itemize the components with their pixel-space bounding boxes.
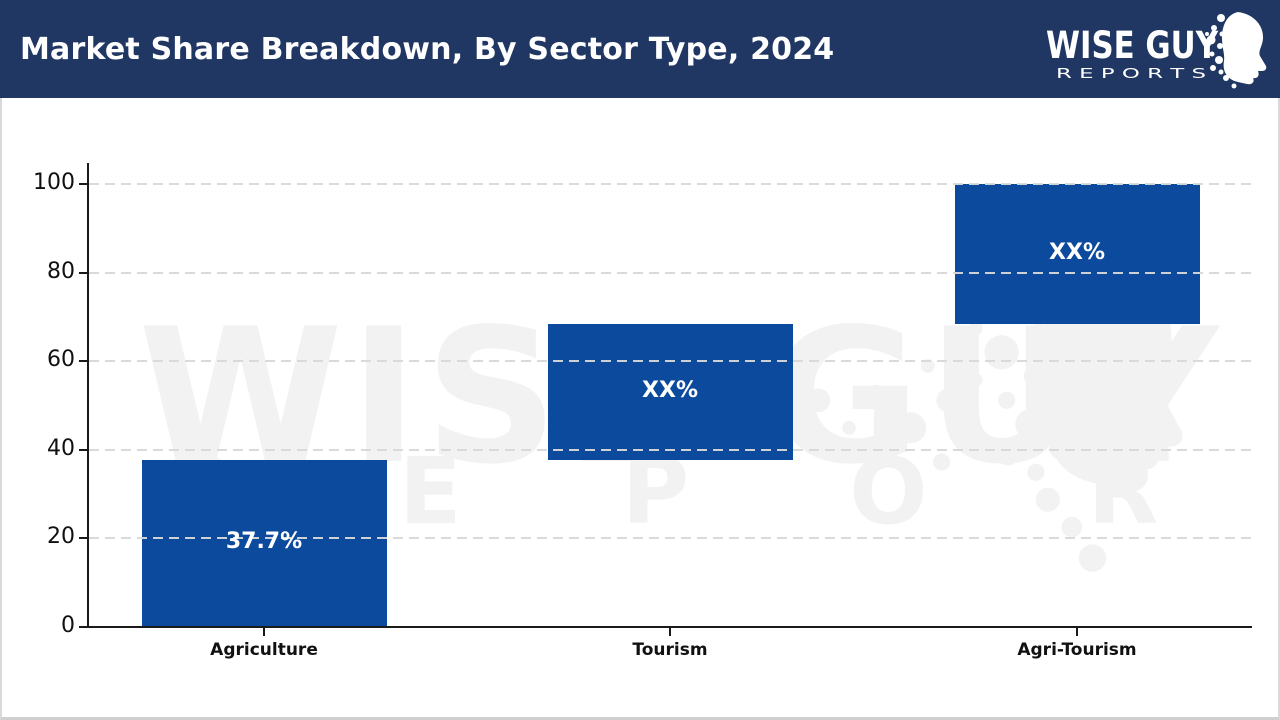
bar-value-label-agri-tourism: XX% [1049, 239, 1105, 265]
header-bar: Market Share Breakdown, By Sector Type, … [0, 0, 1280, 98]
bar-tourism [547, 323, 793, 460]
bar-value-label-agriculture: 37.7% [225, 529, 303, 555]
bar-agri-tourism [954, 184, 1200, 324]
gridline-80 [89, 271, 1252, 274]
x-tick-agriculture [263, 628, 265, 636]
y-tick-label-0: 0 [61, 613, 75, 638]
y-tick-label-80: 80 [47, 258, 75, 284]
page-title: Market Share Breakdown, By Sector Type, … [20, 31, 835, 67]
x-tick-label-agri-tourism: Agri-Tourism [1017, 640, 1137, 660]
y-tick-100 [79, 183, 87, 185]
y-tick-label-60: 60 [47, 347, 75, 373]
y-tick-20 [79, 537, 87, 540]
gridline-60 [89, 360, 1252, 363]
bar-agriculture [141, 459, 387, 627]
gridline-100 [89, 183, 1252, 185]
y-tick-40 [79, 448, 87, 451]
bar-value-label-tourism: XX% [642, 377, 698, 403]
y-tick-label-40: 40 [47, 435, 75, 461]
y-tick-60 [79, 360, 87, 363]
x-tick-tourism [669, 628, 671, 636]
gridline-20 [89, 537, 1252, 540]
logo-text-line2: R E P O R T S [1056, 67, 1206, 82]
y-tick-0 [79, 626, 87, 628]
y-tick-label-20: 20 [47, 524, 75, 550]
y-tick-80 [79, 271, 87, 274]
x-axis-line [87, 626, 1252, 628]
logo-face-icon [1205, 12, 1267, 89]
logo-wordmark: WISE GUY R E P O R T S [1046, 24, 1219, 82]
wiseguy-logo: WISE GUY R E P O R T S [1046, 12, 1267, 89]
y-axis-line [87, 163, 89, 628]
x-tick-label-agriculture: Agriculture [210, 640, 318, 660]
x-tick-label-tourism: Tourism [632, 640, 708, 660]
gridline-40 [89, 448, 1252, 451]
y-tick-label-100: 100 [33, 170, 75, 195]
x-tick-agri-tourism [1076, 628, 1078, 636]
logo-text-line1: WISE GUY [1046, 24, 1219, 67]
